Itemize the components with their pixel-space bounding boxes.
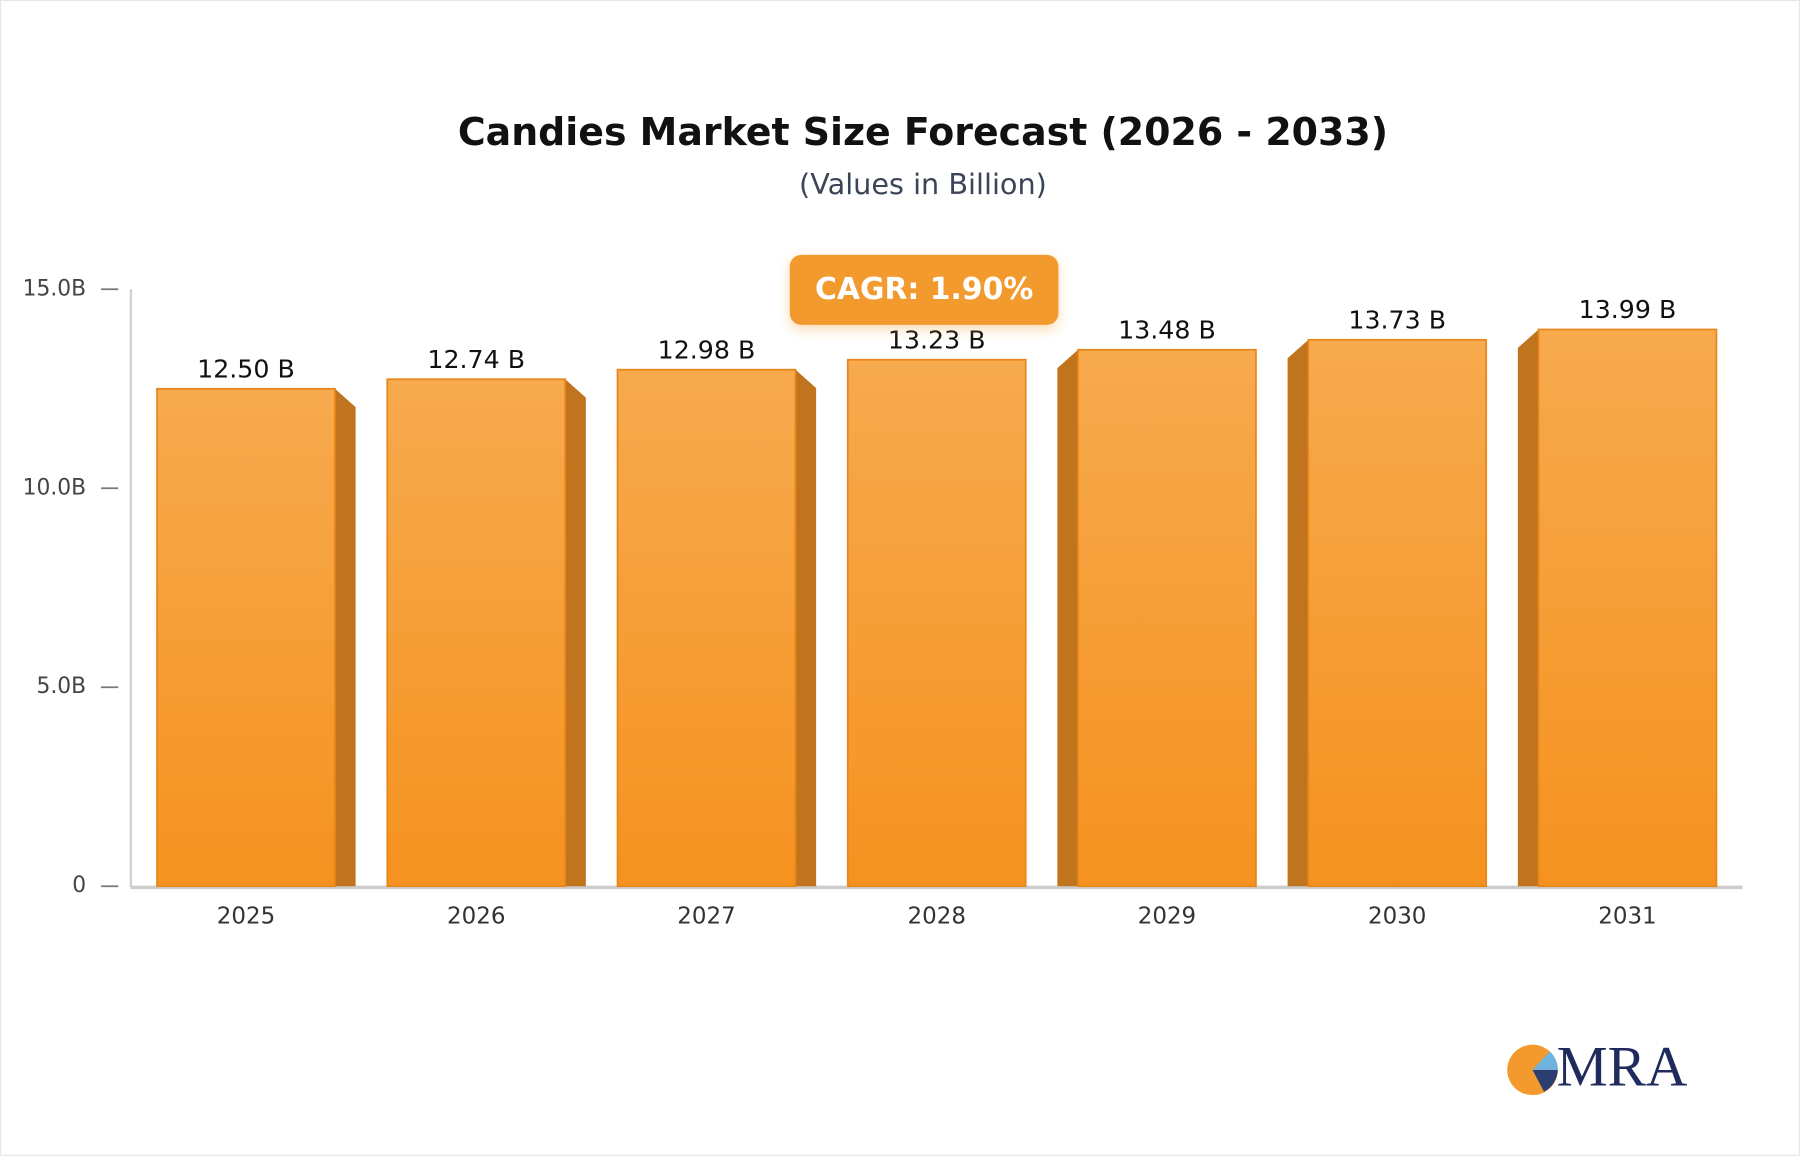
- bar-side: [1517, 329, 1539, 887]
- bar: [616, 368, 797, 888]
- chart-subtitle: (Values in Billion): [799, 167, 1047, 201]
- annotation-box: [789, 254, 1059, 325]
- bar-side: [1057, 349, 1079, 887]
- y-tick-label: 0: [72, 873, 86, 898]
- value-label: 13.99 B: [1579, 295, 1677, 324]
- bar: [846, 358, 1027, 888]
- x-tick-label: 2025: [217, 904, 275, 930]
- value-label: 13.73 B: [1348, 305, 1446, 334]
- bar: [1307, 338, 1488, 888]
- logo: MRA: [1507, 1035, 1688, 1098]
- value-label: 12.98 B: [658, 335, 756, 364]
- x-tick-label: 2026: [447, 904, 505, 930]
- bar-side: [795, 369, 817, 887]
- bar-side: [1287, 339, 1309, 887]
- bar: [1077, 348, 1257, 888]
- bar: [156, 387, 336, 888]
- annotation-text: CAGR: 1.90%: [815, 272, 1033, 307]
- logo-icon-part: [1532, 1069, 1558, 1092]
- bar-side: [565, 379, 586, 887]
- logo-icon-part: [1532, 1051, 1558, 1070]
- bar: [1537, 328, 1718, 888]
- bar-side: [334, 388, 356, 887]
- chart-title: Candies Market Size Forecast (2026 - 203…: [458, 110, 1388, 154]
- x-tick-label: 2027: [677, 904, 735, 930]
- y-tick-label: 5.0B: [36, 674, 86, 699]
- annotation: CAGR: 1.90%: [789, 254, 1059, 325]
- x-tick-label: 2028: [908, 904, 966, 930]
- bar: [386, 378, 567, 888]
- logo-text: MRA: [1557, 1035, 1688, 1098]
- x-tick-label: 2029: [1138, 904, 1196, 930]
- x-tick-label: 2031: [1598, 904, 1656, 930]
- y-tick-label: 10.0B: [23, 475, 87, 500]
- x-tick-label: 2030: [1368, 904, 1426, 930]
- value-label: 12.74 B: [427, 345, 525, 374]
- value-label: 13.48 B: [1118, 315, 1216, 344]
- value-label: 12.50 B: [197, 354, 295, 383]
- value-label: 13.23 B: [888, 325, 986, 354]
- y-tick-label: 15.0B: [23, 276, 87, 301]
